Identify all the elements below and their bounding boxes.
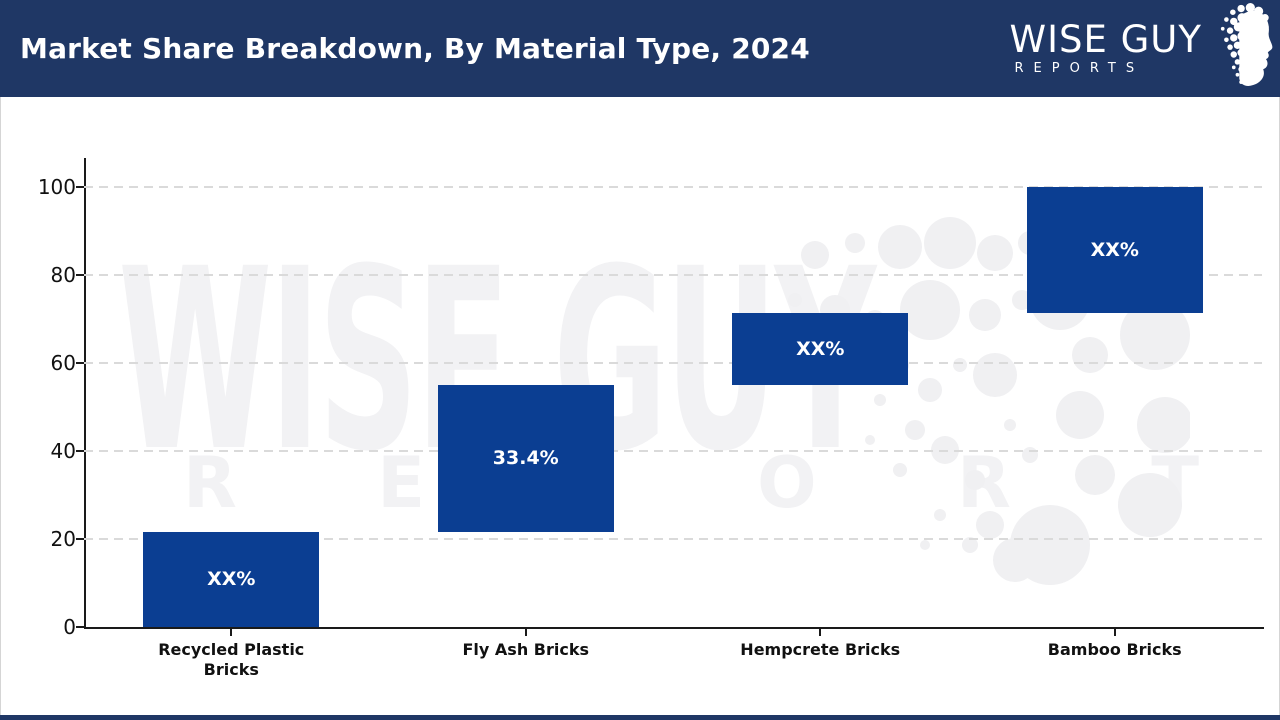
bar-value-label: 33.4% (492, 447, 559, 470)
x-tick-2 (524, 629, 527, 636)
bar-segment: XX% (732, 312, 909, 385)
x-category-label: Fly Ash Bricks (462, 640, 590, 659)
gridline-100 (84, 186, 1262, 188)
brand-logo: WISE GUY REPORTS (1010, 0, 1274, 97)
y-tick-label-80: 80 (50, 263, 76, 287)
y-tick-20 (76, 538, 84, 540)
y-tick-60 (76, 362, 84, 364)
header-band: Market Share Breakdown, By Material Type… (0, 0, 1280, 97)
x-tick-3 (819, 629, 822, 636)
y-tick-label-60: 60 (50, 351, 76, 375)
brand-face-icon (1220, 2, 1273, 86)
x-category-label: Hempcrete Bricks (740, 640, 901, 659)
gridline-40 (84, 450, 1262, 452)
bar-value-label: XX% (796, 337, 845, 360)
y-tick-label-0: 0 (63, 615, 76, 639)
bar-value-label: XX% (1090, 238, 1139, 261)
bar-segment: XX% (1026, 187, 1203, 313)
footer-band (0, 715, 1280, 720)
chart-title: Market Share Breakdown, By Material Type… (20, 32, 810, 65)
bar-segment: XX% (143, 531, 320, 627)
bar-segment: 33.4% (437, 385, 614, 532)
y-tick-40 (76, 450, 84, 452)
y-tick-80 (76, 274, 84, 276)
x-tick-4 (1113, 629, 1116, 636)
y-tick-100 (76, 186, 84, 188)
x-axis-line (84, 627, 1264, 629)
bar-value-label: XX% (207, 568, 256, 591)
y-tick-label-20: 20 (50, 527, 76, 551)
brand-logo-text: WISE GUY REPORTS (1010, 21, 1202, 76)
gridline-60 (84, 362, 1262, 364)
brand-name: WISE GUY (1009, 18, 1202, 61)
y-axis-line (84, 158, 86, 628)
y-tick-label-40: 40 (50, 439, 76, 463)
y-tick-label-100: 100 (37, 175, 76, 199)
x-category-label: Bamboo Bricks (1047, 640, 1182, 659)
gridline-80 (84, 274, 1262, 276)
x-tick-1 (230, 629, 233, 636)
brand-subtitle: REPORTS (1014, 61, 1145, 76)
gridline-20 (84, 538, 1262, 540)
x-category-label: Recycled Plastic Bricks (158, 640, 305, 679)
y-tick-0 (76, 626, 84, 628)
